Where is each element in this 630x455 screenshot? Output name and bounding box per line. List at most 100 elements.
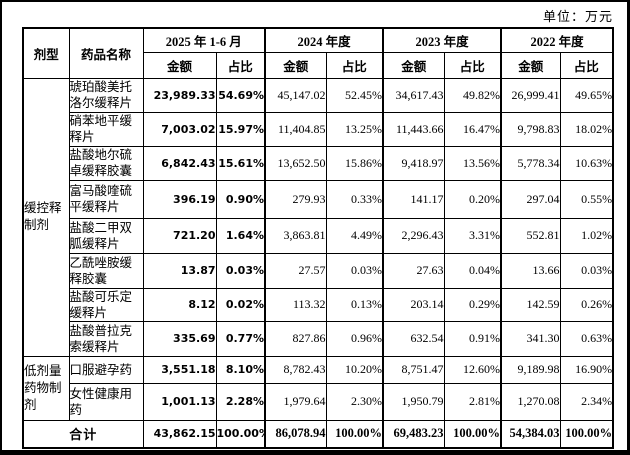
amount-cell: 34,617.43 (382, 77, 445, 113)
amount-cell: 8.12 (142, 287, 217, 322)
total-ratio-cell: 100.00% (325, 419, 384, 449)
total-ratio-cell: 100.00% (559, 419, 614, 449)
drug-name-cell: 乙酰唑胺缓释胶囊 (68, 252, 144, 289)
total-amount-cell: 86,078.94 (264, 419, 327, 449)
ratio-cell: 0.55% (559, 179, 614, 219)
amount-cell: 142.59 (500, 287, 561, 322)
col-header-amount-2023: 金额 (382, 51, 445, 79)
amount-cell: 5,778.34 (500, 145, 561, 181)
ratio-cell: 0.91% (443, 320, 502, 357)
header-row-measures: 金额 占比 金额 占比 金额 占比 金额 占比 (23, 51, 614, 79)
table-row: 低剂量药物制剂 口服避孕药 3,551.18 8.10% 8,782.43 10… (22, 355, 614, 421)
drug-name-cell: 盐酸可乐定缓释片 (68, 287, 144, 322)
ratio-cell: 10.63% (559, 145, 614, 181)
ratio-cell: 0.26% (559, 287, 614, 322)
ratio-cell: 15.61% (215, 145, 266, 181)
ratio-cell: 10.20% (325, 355, 384, 384)
table-row: 富马酸喹硫平缓释片 396.19 0.90% 279.93 0.33% 141.… (23, 179, 614, 219)
amount-cell: 27.63 (382, 252, 445, 289)
amount-cell: 27.57 (264, 252, 327, 289)
amount-cell: 13.66 (500, 252, 561, 289)
drug-name-cell: 口服避孕药 (68, 355, 144, 384)
ratio-cell: 0.77% (215, 320, 266, 357)
table-row: 硝苯地平缓释片 7,003.02 15.97% 11,404.85 13.25%… (23, 111, 614, 147)
ratio-cell: 2.30% (325, 382, 384, 421)
table-row: 盐酸普拉克索缓释片 335.69 0.77% 827.86 0.96% 632.… (23, 320, 614, 357)
col-header-period-2023: 2023 年度 (382, 27, 502, 53)
amount-cell: 11,404.85 (264, 111, 327, 147)
amount-cell: 632.54 (382, 320, 445, 357)
amount-cell: 23,989.33 (142, 77, 217, 113)
ratio-cell: 13.25% (325, 111, 384, 147)
ratio-cell: 1.02% (559, 217, 614, 254)
drug-name-cell: 富马酸喹硫平缓释片 (68, 179, 144, 219)
amount-cell: 13,652.50 (264, 145, 327, 181)
ratio-cell: 15.97% (215, 111, 266, 147)
amount-cell: 141.17 (382, 179, 445, 219)
amount-cell: 335.69 (142, 320, 217, 357)
ratio-cell: 13.56% (443, 145, 502, 181)
ratio-cell: 15.86% (325, 145, 384, 181)
amount-cell: 13.87 (142, 252, 217, 289)
ratio-cell: 0.90% (215, 179, 266, 219)
ratio-cell: 0.29% (443, 287, 502, 322)
ratio-cell: 54.69% (215, 77, 266, 113)
amount-cell: 9,418.97 (382, 145, 445, 181)
ratio-cell: 0.03% (325, 252, 384, 289)
dosage-form-cell: 缓控释制剂 (22, 77, 70, 357)
ratio-cell: 1.64% (215, 217, 266, 254)
table-row: 盐酸二甲双胍缓释片 721.20 1.64% 3,863.81 4.49% 2,… (23, 217, 614, 254)
ratio-cell: 0.04% (443, 252, 502, 289)
table-row: 盐酸地尔硫卓缓释胶囊 6,842.43 15.61% 13,652.50 15.… (23, 145, 614, 181)
ratio-cell: 0.03% (215, 252, 266, 289)
ratio-cell: 0.63% (559, 320, 614, 357)
drug-name-cell: 盐酸普拉克索缓释片 (68, 320, 144, 357)
unit-label: 单位：万元 (542, 9, 613, 24)
amount-cell: 11,443.66 (382, 111, 445, 147)
amount-cell: 341.30 (500, 320, 561, 357)
ratio-cell: 0.03% (559, 252, 614, 289)
amount-cell: 827.86 (264, 320, 327, 357)
drug-name-cell: 盐酸二甲双胍缓释片 (68, 217, 144, 254)
col-header-period-2022: 2022 年度 (500, 27, 614, 53)
ratio-cell: 2.81% (443, 382, 502, 421)
amount-cell: 1,001.13 (142, 382, 217, 421)
col-header-ratio-2025: 占比 (215, 51, 266, 79)
drug-name-cell: 女性健康用药 (68, 382, 144, 421)
amount-cell: 3,551.18 (142, 355, 217, 384)
amount-cell: 203.14 (382, 287, 445, 322)
ratio-cell: 8.10% (215, 355, 266, 384)
amount-cell: 7,003.02 (142, 111, 217, 147)
drug-sales-table: 剂型 药品名称 2025 年 1-6 月 2024 年度 2023 年度 202… (22, 27, 615, 449)
amount-cell: 1,979.64 (264, 382, 327, 421)
ratio-cell: 0.96% (325, 320, 384, 357)
col-header-amount-2025: 金额 (142, 51, 217, 79)
table-row: 缓控释制剂 琥珀酸美托洛尔缓释片 23,989.33 54.69% 45,147… (22, 77, 614, 357)
amount-cell: 9,189.98 (500, 355, 561, 384)
drug-name-cell: 硝苯地平缓释片 (68, 111, 144, 147)
ratio-cell: 49.65% (559, 77, 614, 113)
amount-cell: 45,147.02 (264, 77, 327, 113)
ratio-cell: 16.47% (443, 111, 502, 147)
ratio-cell: 18.02% (559, 111, 614, 147)
ratio-cell: 52.45% (325, 77, 384, 113)
amount-cell: 113.32 (264, 287, 327, 322)
total-label-cell: 合计 (22, 419, 144, 449)
total-ratio-cell: 100.00% (215, 419, 266, 449)
amount-cell: 297.04 (500, 179, 561, 219)
amount-cell: 6,842.43 (142, 145, 217, 181)
ratio-cell: 12.60% (443, 355, 502, 384)
ratio-cell: 49.82% (443, 77, 502, 113)
amount-cell: 279.93 (264, 179, 327, 219)
col-header-period-2025: 2025 年 1-6 月 (142, 27, 266, 53)
amount-cell: 9,798.83 (500, 111, 561, 147)
col-header-ratio-2023: 占比 (443, 51, 502, 79)
total-amount-cell: 69,483.23 (382, 419, 445, 449)
table-row: 乙酰唑胺缓释胶囊 13.87 0.03% 27.57 0.03% 27.63 0… (23, 252, 614, 289)
table-row: 女性健康用药 1,001.13 2.28% 1,979.64 2.30% 1,9… (23, 382, 614, 421)
col-header-drug-name: 药品名称 (68, 27, 144, 79)
col-header-amount-2022: 金额 (500, 51, 561, 79)
total-amount-cell: 54,384.03 (500, 419, 561, 449)
col-header-ratio-2024: 占比 (325, 51, 384, 79)
total-row: 合计 43,862.15 100.00% 86,078.94 100.00% 6… (22, 419, 614, 449)
